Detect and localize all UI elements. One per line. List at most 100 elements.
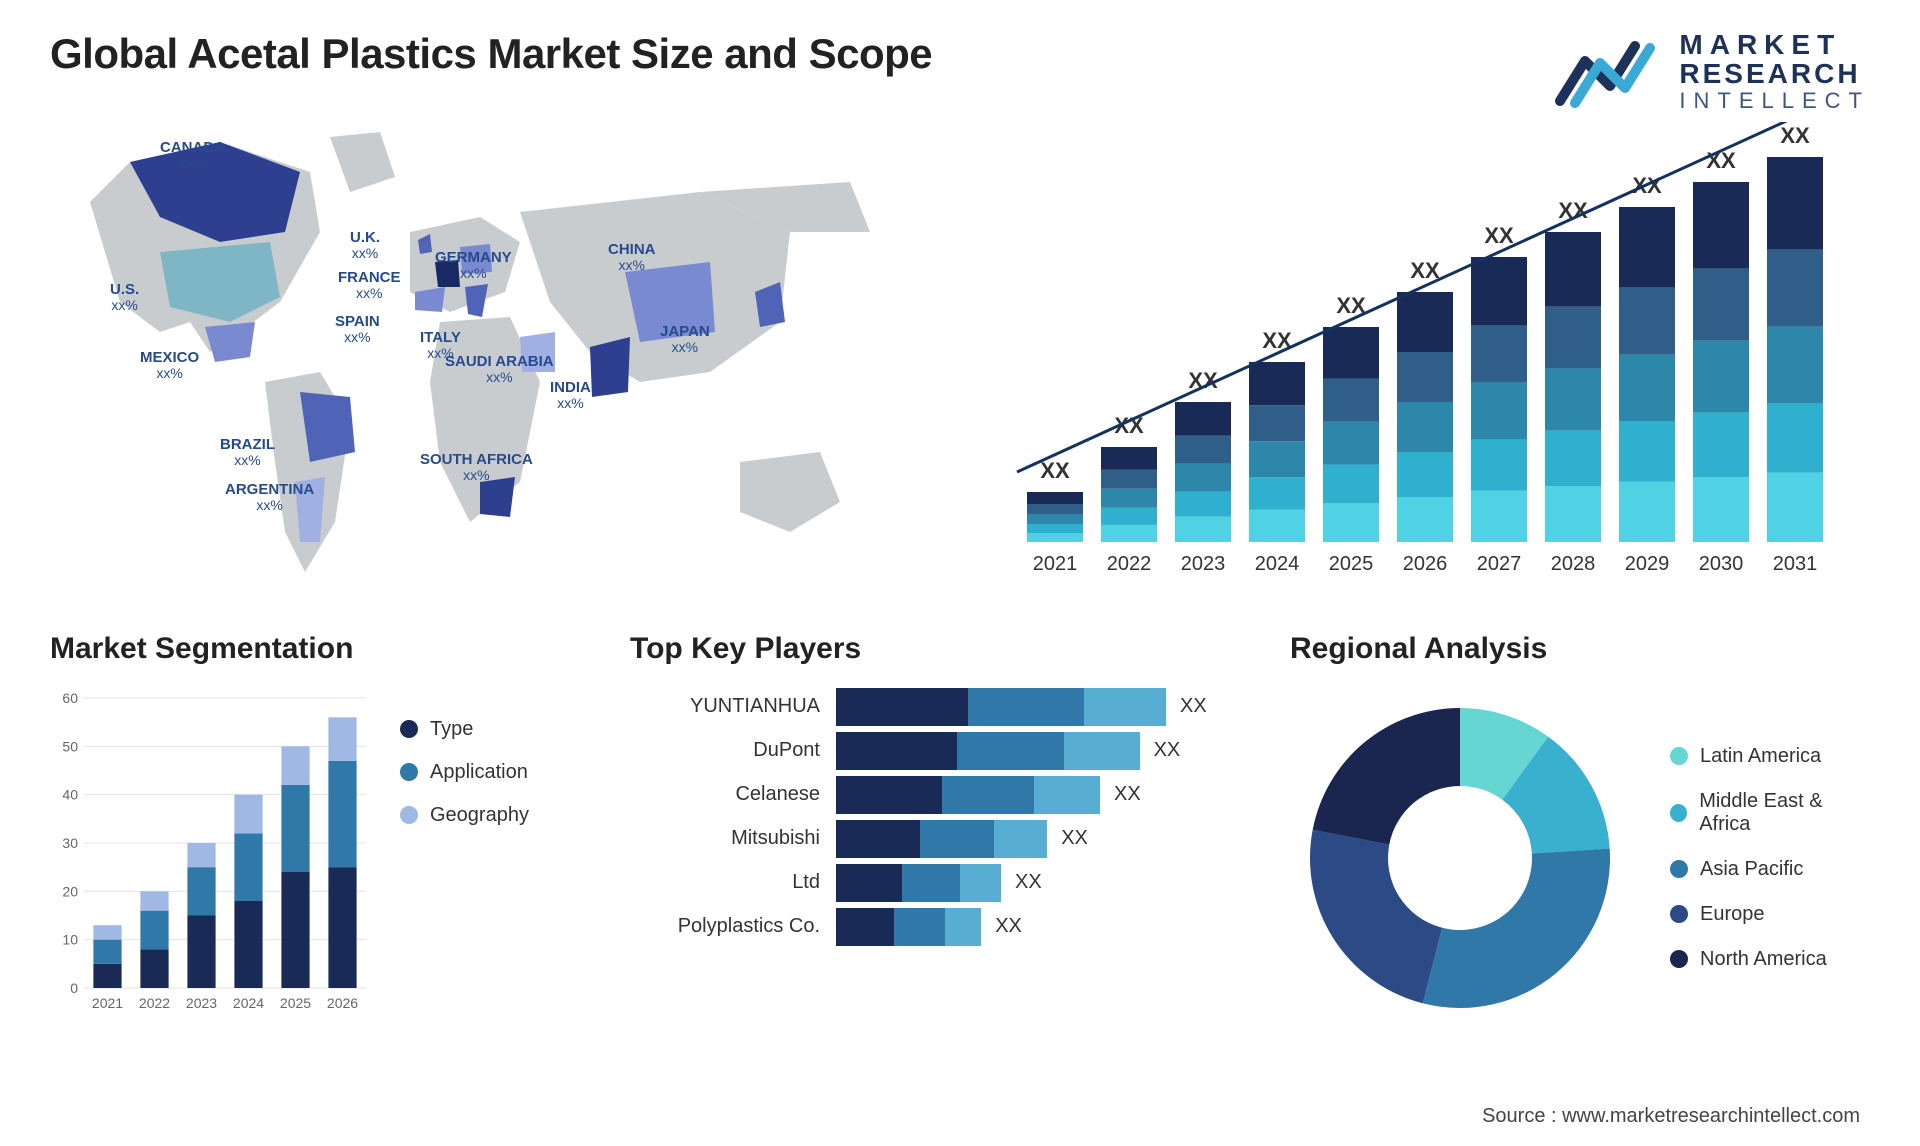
legend-label: North America — [1700, 948, 1827, 971]
player-name: Celanese — [630, 783, 820, 806]
player-row: DuPontXX — [630, 732, 1250, 770]
map-label-brazil: BRAZILxx% — [220, 437, 275, 469]
player-bar-segment — [902, 864, 960, 902]
svg-text:2024: 2024 — [233, 995, 264, 1011]
map-label-japan: JAPANxx% — [660, 324, 710, 356]
player-bar-wrap: XX — [836, 776, 1250, 814]
player-row: YUNTIANHUA XX — [630, 688, 1250, 726]
svg-text:2023: 2023 — [186, 995, 217, 1011]
player-bar — [836, 776, 1100, 814]
segmentation-panel: Market Segmentation 01020304050602021202… — [50, 632, 590, 1082]
player-name: Mitsubishi — [630, 827, 820, 850]
player-value: XX — [1061, 827, 1088, 850]
player-bar-segment — [960, 864, 1001, 902]
segmentation-legend-item: Type — [400, 718, 529, 741]
regional-body: Latin America Middle East & Africa Asia Pa… — [1290, 688, 1870, 1028]
segmentation-chart-svg: 0102030405060202120222023202420252026 — [50, 688, 370, 1018]
player-bar — [836, 688, 1166, 726]
svg-text:20: 20 — [62, 883, 78, 899]
player-bar — [836, 820, 1047, 858]
player-bar — [836, 864, 1001, 902]
svg-text:2022: 2022 — [1107, 553, 1152, 575]
legend-label: Type — [430, 718, 473, 741]
player-bar-segment — [836, 820, 920, 858]
legend-label: Europe — [1700, 903, 1765, 926]
footer-source: Source : www.marketresearchintellect.com — [1482, 1105, 1860, 1128]
segmentation-legend-item: Application — [400, 761, 529, 784]
player-bar-segment — [836, 732, 957, 770]
svg-text:2024: 2024 — [1255, 553, 1300, 575]
segmentation-legend: Type Application Geography — [400, 688, 529, 827]
regional-title: Regional Analysis — [1290, 632, 1870, 666]
player-value: XX — [995, 915, 1022, 938]
svg-text:XX: XX — [1410, 258, 1440, 283]
player-bar-segment — [836, 864, 902, 902]
svg-text:2023: 2023 — [1181, 553, 1226, 575]
growth-chart-panel: XX2021XX2022XX2023XX2024XX2025XX2026XX20… — [960, 122, 1870, 592]
svg-text:2029: 2029 — [1625, 553, 1670, 575]
segmentation-legend-item: Geography — [400, 804, 529, 827]
svg-text:2028: 2028 — [1551, 553, 1596, 575]
svg-text:0: 0 — [70, 980, 78, 996]
world-map-panel: CANADAxx%U.S.xx%MEXICOxx%BRAZILxx%ARGENT… — [50, 122, 910, 592]
legend-swatch — [1670, 905, 1688, 923]
player-bar-wrap: XX — [836, 908, 1250, 946]
svg-text:10: 10 — [62, 932, 78, 948]
player-value: XX — [1015, 871, 1042, 894]
player-bar-segment — [1064, 732, 1140, 770]
bottom-row: Market Segmentation 01020304050602021202… — [50, 632, 1870, 1082]
player-name: Ltd — [630, 871, 820, 894]
map-label-mexico: MEXICOxx% — [140, 350, 199, 382]
player-name: Polyplastics Co. — [630, 915, 820, 938]
svg-text:XX: XX — [1484, 223, 1514, 248]
svg-text:2022: 2022 — [139, 995, 170, 1011]
player-row: Polyplastics Co. XX — [630, 908, 1250, 946]
legend-swatch — [1670, 950, 1688, 968]
svg-text:2025: 2025 — [1329, 553, 1374, 575]
map-label-u-k-: U.K.xx% — [350, 230, 380, 262]
brand-logo-line3: INTELLECT — [1679, 89, 1870, 112]
svg-text:2021: 2021 — [92, 995, 123, 1011]
player-bar-segment — [894, 908, 945, 946]
player-value: XX — [1180, 695, 1207, 718]
key-players-panel: Top Key Players YUNTIANHUAXXDuPontXXCela… — [630, 632, 1250, 1082]
map-label-south-africa: SOUTH AFRICAxx% — [420, 452, 533, 484]
svg-text:XX: XX — [1780, 123, 1810, 148]
brand-logo-mark — [1555, 31, 1665, 111]
player-bar-wrap: XX — [836, 820, 1250, 858]
player-bar-wrap: XX — [836, 732, 1250, 770]
regional-legend-item: North America — [1670, 948, 1870, 971]
map-label-argentina: ARGENTINAxx% — [225, 482, 314, 514]
svg-text:2031: 2031 — [1773, 553, 1818, 575]
map-label-india: INDIAxx% — [550, 380, 591, 412]
svg-text:40: 40 — [62, 787, 78, 803]
player-bar-wrap: XX — [836, 688, 1250, 726]
map-label-canada: CANADAxx% — [160, 140, 225, 172]
map-label-spain: SPAINxx% — [335, 314, 380, 346]
regional-legend-item: Asia Pacific — [1670, 858, 1870, 881]
player-bar-wrap: XX — [836, 864, 1250, 902]
svg-text:2025: 2025 — [280, 995, 311, 1011]
svg-text:50: 50 — [62, 738, 78, 754]
map-label-saudi-arabia: SAUDI ARABIAxx% — [445, 354, 554, 386]
map-label-china: CHINAxx% — [608, 242, 656, 274]
player-bar-segment — [836, 688, 968, 726]
regional-donut-wrap — [1290, 688, 1630, 1028]
player-bar-segment — [957, 732, 1063, 770]
svg-text:2030: 2030 — [1699, 553, 1744, 575]
legend-swatch — [1670, 747, 1688, 765]
player-bar-segment — [1034, 776, 1100, 814]
svg-text:60: 60 — [62, 690, 78, 706]
legend-label: Middle East & Africa — [1699, 790, 1870, 836]
player-bar-segment — [836, 776, 942, 814]
svg-text:30: 30 — [62, 835, 78, 851]
player-row: Mitsubishi XX — [630, 820, 1250, 858]
growth-chart-svg: XX2021XX2022XX2023XX2024XX2025XX2026XX20… — [960, 122, 1870, 592]
player-name: YUNTIANHUA — [630, 695, 820, 718]
map-label-france: FRANCExx% — [338, 270, 401, 302]
player-bar-segment — [920, 820, 994, 858]
svg-text:XX: XX — [1040, 458, 1070, 483]
key-players-body: YUNTIANHUAXXDuPontXXCelaneseXXMitsubishi… — [630, 688, 1250, 946]
legend-label: Latin America — [1700, 745, 1821, 768]
brand-logo-line2: RESEARCH — [1679, 59, 1870, 88]
